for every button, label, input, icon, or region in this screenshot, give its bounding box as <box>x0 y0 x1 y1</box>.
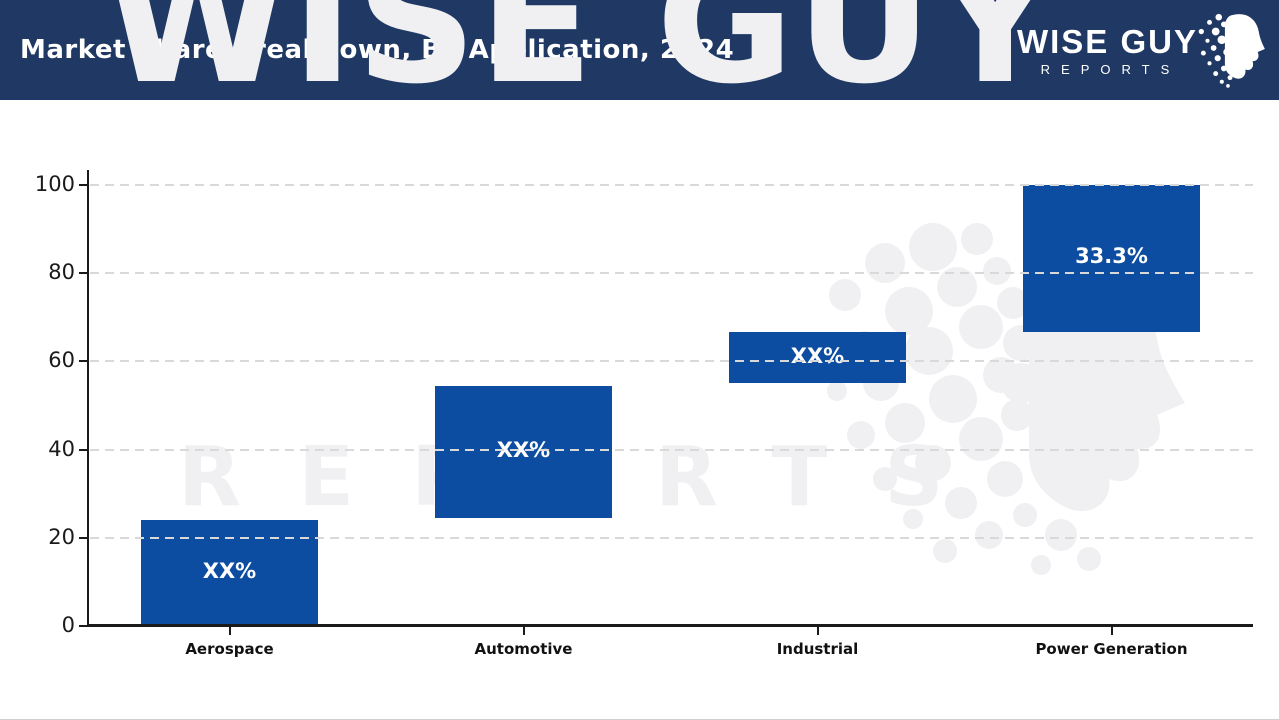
wiseguy-logo-text: WISE GUY REPORTS <box>1016 22 1198 77</box>
bar-value-label: XX% <box>202 559 257 584</box>
x-tick-mark <box>816 627 819 635</box>
bar-power-generation: 33.3% <box>1023 185 1200 332</box>
y-tick-label: 80 <box>48 260 75 285</box>
x-tick-mark <box>522 627 525 635</box>
y-axis-spine <box>87 170 89 627</box>
y-tick-label: 20 <box>48 524 75 549</box>
y-tick-label: 60 <box>48 348 75 373</box>
gridline <box>90 360 1253 363</box>
y-tick-mark <box>79 360 87 363</box>
wiseguy-face-icon <box>1198 13 1265 88</box>
x-tick-mark <box>228 627 231 635</box>
bar-value-label: XX% <box>790 343 845 368</box>
y-tick-label: 0 <box>61 613 75 637</box>
y-tick-mark <box>79 625 87 627</box>
gridline <box>90 272 1253 275</box>
chart-title: Market Share Breakdown, By Application, … <box>20 35 735 65</box>
bar-automotive: XX% <box>435 385 612 518</box>
gridline <box>90 184 1253 186</box>
bar-value-label: 33.3% <box>1075 244 1148 269</box>
x-axis-line <box>87 624 1253 627</box>
y-tick-label: 100 <box>34 172 75 196</box>
gridline <box>90 536 1253 539</box>
logo-wordmark: WISE GUY <box>1016 22 1198 60</box>
logo-subtitle: REPORTS <box>1040 61 1181 77</box>
watermark-wordmark: WISE GUY <box>104 0 1059 121</box>
category-label: Industrial <box>776 640 859 658</box>
gridline <box>90 448 1253 451</box>
category-label: Power Generation <box>1035 640 1188 658</box>
y-tick-mark <box>79 536 87 539</box>
wiseguy-logo: WISE GUY REPORTS <box>1017 8 1266 92</box>
y-tick-mark <box>79 448 87 451</box>
y-tick-mark <box>79 184 87 186</box>
header-bar: Market Share Breakdown, By Application, … <box>0 0 1279 100</box>
x-tick-mark <box>1110 627 1113 635</box>
category-label: Automotive <box>474 640 573 658</box>
category-label: Aerospace <box>185 640 274 658</box>
bar-industrial: XX% <box>729 332 906 384</box>
y-tick-label: 40 <box>48 436 75 461</box>
y-tick-mark <box>79 272 87 275</box>
